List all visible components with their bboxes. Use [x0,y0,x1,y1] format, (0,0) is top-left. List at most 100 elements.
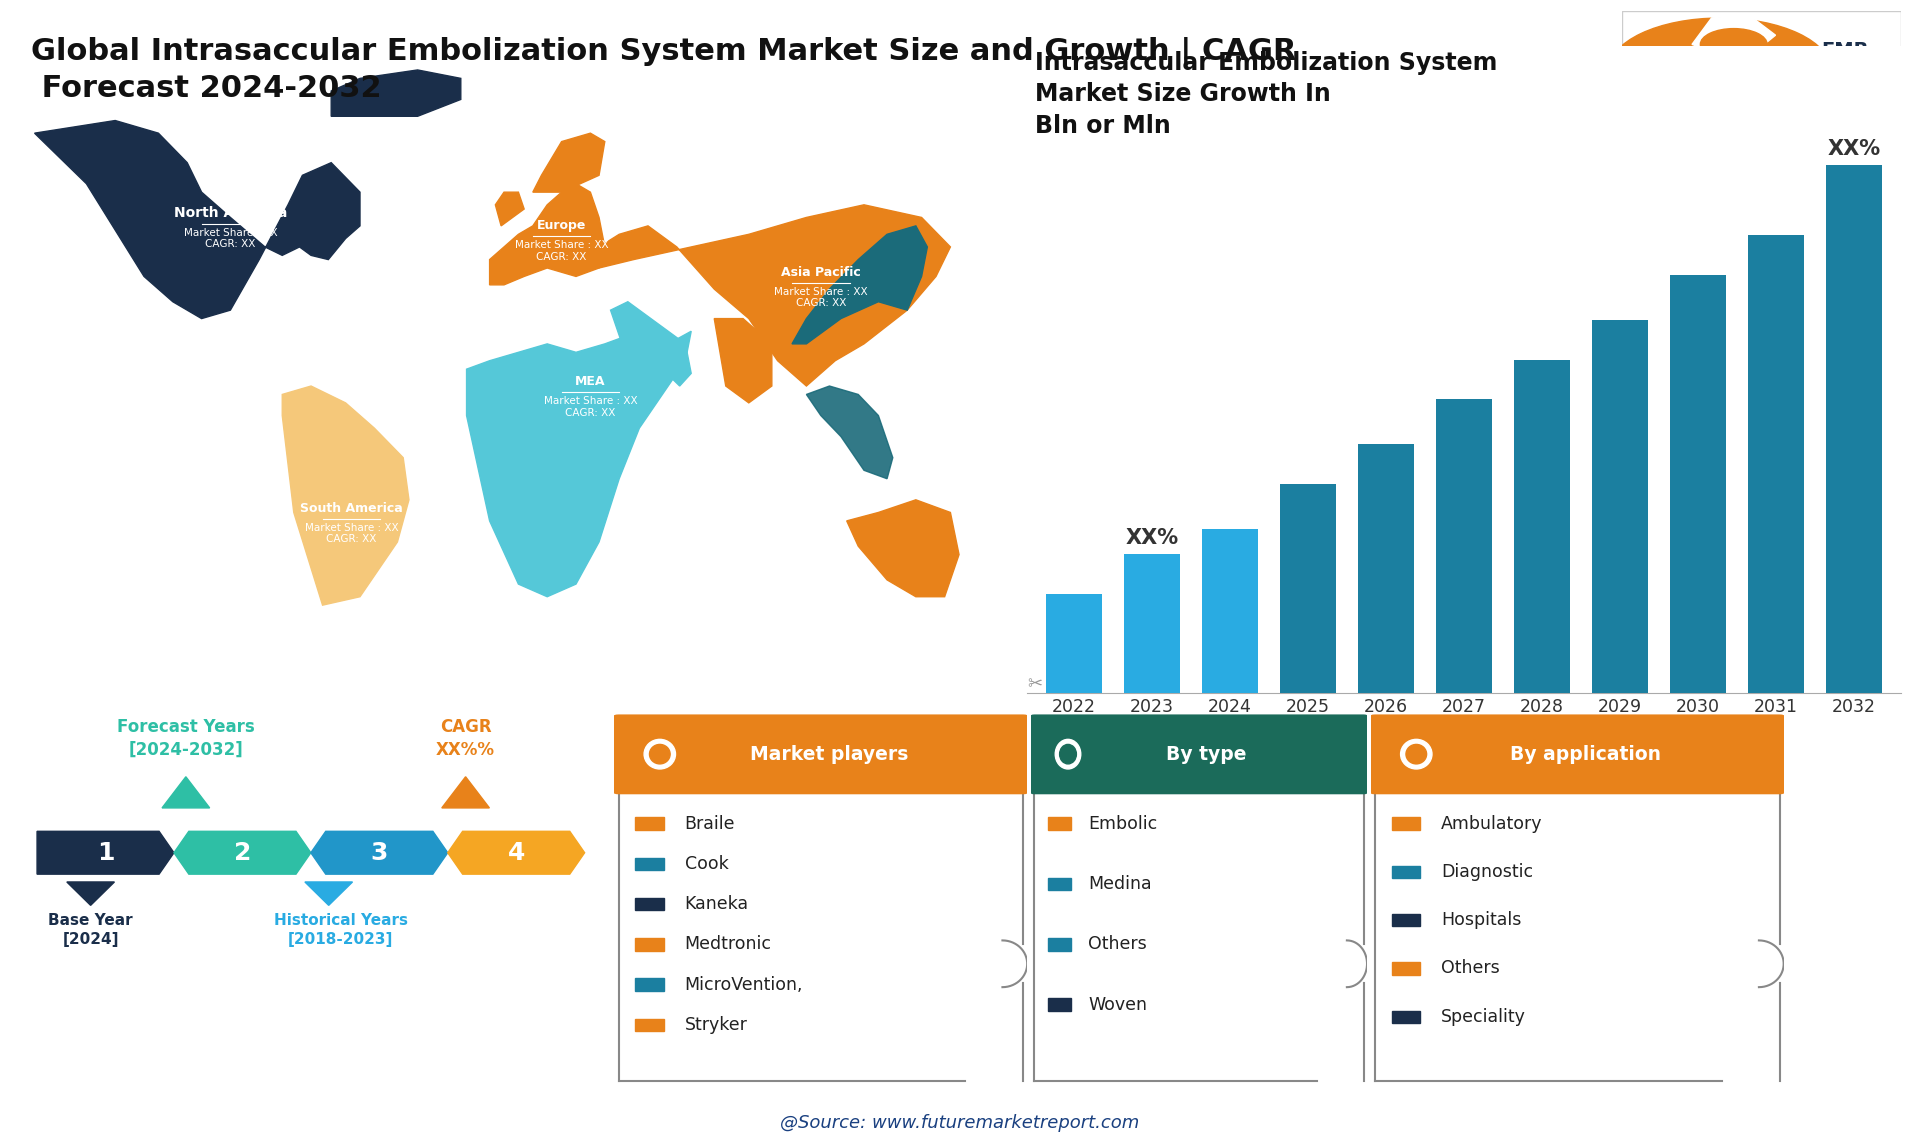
Text: Forecast Years
[2024-2032]: Forecast Years [2024-2032] [117,719,255,759]
Text: Asia Pacific: Asia Pacific [781,266,860,278]
Text: Ambulatory: Ambulatory [1442,815,1542,832]
Text: @Source: www.futuremarketreport.com: @Source: www.futuremarketreport.com [780,1114,1140,1132]
Text: Woven: Woven [1089,996,1146,1014]
Text: Kaneka: Kaneka [685,895,749,913]
Text: Others: Others [1442,959,1500,978]
Bar [636,979,664,991]
Bar [1202,529,1258,693]
Text: Market Share : XX
CAGR: XX: Market Share : XX CAGR: XX [774,286,868,308]
Text: Hospitals: Hospitals [1442,911,1521,929]
Text: Market Share : XX
CAGR: XX: Market Share : XX CAGR: XX [305,523,397,544]
Polygon shape [793,226,927,344]
Polygon shape [311,831,447,874]
Polygon shape [67,882,115,905]
Bar [1392,865,1421,878]
Bar [1670,275,1726,693]
Polygon shape [467,331,691,597]
Polygon shape [175,831,311,874]
Text: By type: By type [1165,745,1246,763]
Text: Global Intrasaccular Embolization System Market Size and Growth | CAGR
 Forecast: Global Intrasaccular Embolization System… [31,37,1296,103]
Text: XX%: XX% [1828,140,1880,159]
Polygon shape [1711,14,1776,52]
Text: Historical Years
[2018-2023]: Historical Years [2018-2023] [275,913,407,947]
Bar [1392,817,1421,830]
Text: Embolic: Embolic [1089,815,1158,832]
Text: FMR: FMR [1822,41,1868,61]
Text: ✂: ✂ [1027,675,1043,693]
Text: South America: South America [300,502,403,515]
Text: Market Share : XX
CAGR: XX: Market Share : XX CAGR: XX [515,241,609,262]
FancyBboxPatch shape [1025,714,1373,794]
Bar [636,1019,664,1031]
Bar [1513,360,1571,693]
Text: Europe: Europe [538,219,586,233]
Bar [1826,165,1882,693]
Bar [1392,963,1421,975]
Bar [636,857,664,870]
Text: By application: By application [1509,745,1661,763]
Text: MEA: MEA [576,375,605,388]
Polygon shape [714,319,772,403]
Polygon shape [332,70,461,116]
Polygon shape [447,831,584,874]
Text: FUTURE MARKET
REPORT: FUTURE MARKET REPORT [1812,71,1878,84]
Circle shape [1701,29,1766,61]
Circle shape [649,745,670,764]
Text: Stryker: Stryker [685,1015,747,1034]
Bar [1592,320,1647,693]
Polygon shape [1692,14,1763,57]
Text: Market Share : XX
CAGR: XX: Market Share : XX CAGR: XX [543,397,637,418]
Bar [636,939,664,950]
Text: XX%: XX% [1125,528,1179,548]
Bar [1747,235,1805,693]
Bar [1048,817,1071,830]
Text: 3: 3 [371,841,388,865]
Text: Intrasaccular Embolization System
Market Size Growth In
Bln or Mln: Intrasaccular Embolization System Market… [1035,50,1498,138]
FancyBboxPatch shape [609,714,1033,794]
Polygon shape [611,301,691,386]
Circle shape [643,739,676,769]
Text: 4: 4 [507,841,524,865]
Polygon shape [847,500,960,597]
Text: Base Year
[2024]: Base Year [2024] [48,913,132,947]
Bar [636,897,664,910]
Circle shape [1609,18,1832,124]
Polygon shape [599,205,950,386]
FancyBboxPatch shape [1365,714,1789,794]
Circle shape [1060,745,1077,764]
Bar [1048,998,1071,1011]
Circle shape [1400,739,1432,769]
Bar [1392,1011,1421,1023]
Polygon shape [806,386,893,479]
Polygon shape [305,882,353,905]
Text: North America: North America [173,206,288,220]
Text: Diagnostic: Diagnostic [1442,863,1534,881]
Bar [636,817,664,830]
Bar [1123,554,1181,693]
Text: Market Share : XX
CAGR: XX: Market Share : XX CAGR: XX [184,228,276,250]
Text: Speciality: Speciality [1442,1007,1526,1026]
Bar [1046,594,1102,693]
Circle shape [1056,739,1081,769]
Polygon shape [495,193,524,226]
Text: Medtronic: Medtronic [685,935,772,953]
Polygon shape [35,120,361,319]
Bar [1392,913,1421,926]
Text: 1: 1 [96,841,115,865]
Bar [1048,939,1071,950]
Polygon shape [534,133,605,193]
Bar [1436,400,1492,693]
Text: CAGR
XX%%: CAGR XX%% [436,719,495,759]
Polygon shape [282,386,409,605]
Polygon shape [36,831,175,874]
Text: MicroVention,: MicroVention, [685,975,803,994]
Polygon shape [490,183,605,285]
Text: Medina: Medina [1089,874,1152,893]
Text: Braile: Braile [685,815,735,832]
Bar [1357,445,1413,693]
Bar [1281,484,1336,693]
Text: 2: 2 [234,841,252,865]
Text: Cook: Cook [685,855,728,873]
Bar [1048,878,1071,890]
Text: Market players: Market players [751,745,908,763]
